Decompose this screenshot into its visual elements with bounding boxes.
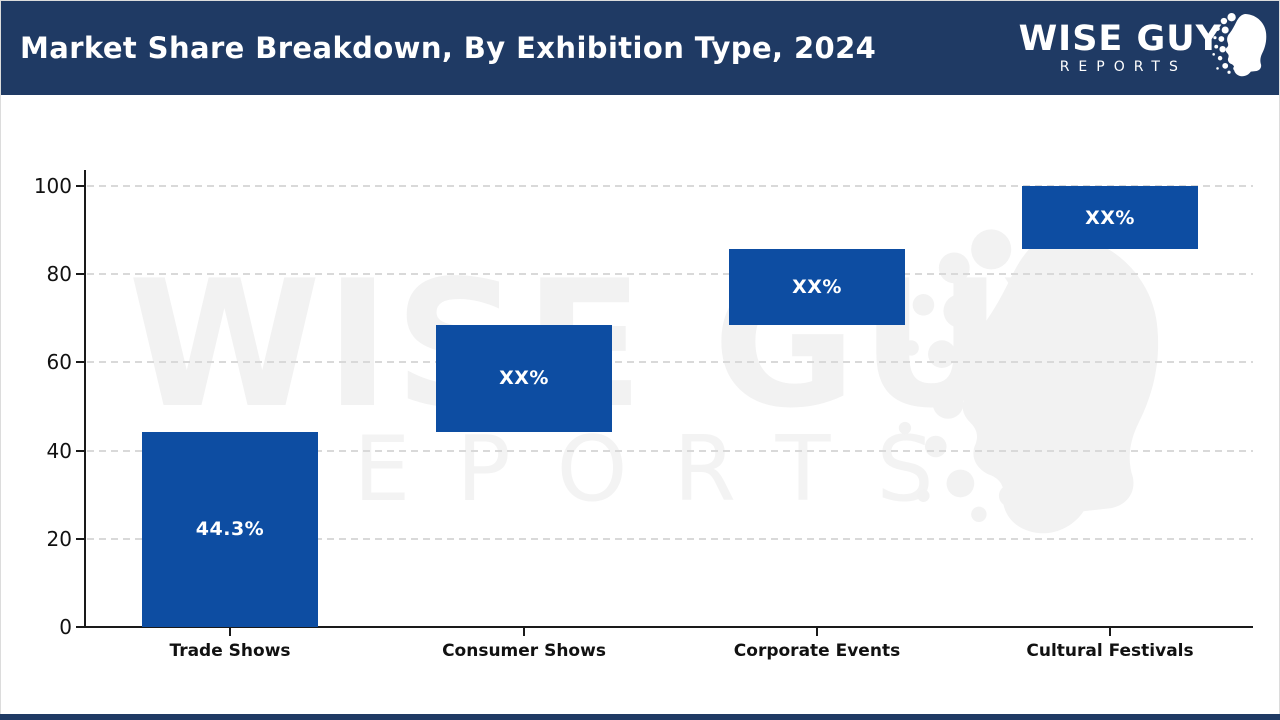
bar-value-label: XX% <box>1085 206 1135 229</box>
logo-wordmark: WISE GUY <box>1018 18 1222 59</box>
x-tick <box>1109 628 1111 636</box>
bar-trade-shows: 44.3% <box>142 431 318 627</box>
x-tick <box>523 628 525 636</box>
x-tick-label: Trade Shows <box>169 641 291 661</box>
y-axis-line <box>84 170 86 628</box>
y-tick <box>76 626 85 628</box>
bar-value-label: 44.3% <box>195 518 265 541</box>
y-tick <box>76 361 85 364</box>
y-tick-label: 100 <box>33 174 72 198</box>
x-tick-label: Cultural Festivals <box>1026 641 1194 661</box>
x-tick <box>816 628 818 636</box>
bar-cultural-festivals: XX% <box>1022 186 1198 250</box>
logo-face-icon <box>1212 12 1267 76</box>
bar-consumer-shows: XX% <box>436 324 612 432</box>
chart-title: Market Share Breakdown, By Exhibition Ty… <box>20 30 877 65</box>
y-tick-label: 60 <box>46 350 72 375</box>
watermark-subtitle: REPORTS <box>245 417 980 522</box>
x-tick <box>229 628 231 636</box>
y-tick-label: 40 <box>46 438 72 463</box>
bar-value-label: XX% <box>792 275 842 298</box>
y-tick-label: 80 <box>46 262 72 287</box>
gridline <box>87 537 1253 540</box>
header-banner: Market Share Breakdown, By Exhibition Ty… <box>0 0 1280 95</box>
x-tick-label: Consumer Shows <box>442 641 606 661</box>
y-tick <box>76 449 85 452</box>
y-tick <box>76 273 85 276</box>
x-axis-line <box>84 626 1253 628</box>
footer-accent-bar <box>0 714 1280 720</box>
gridline <box>87 185 1253 187</box>
y-tick-label: 20 <box>46 526 72 551</box>
bar-corporate-events: XX% <box>729 249 905 325</box>
logo-subtitle: REPORTS <box>1059 58 1187 75</box>
x-tick-label: Corporate Events <box>733 641 901 661</box>
bar-value-label: XX% <box>499 367 549 390</box>
logo-text: WISE GUY REPORTS <box>1018 18 1222 75</box>
y-tick-label: 0 <box>59 615 72 639</box>
gridline <box>87 273 1253 276</box>
y-tick <box>76 185 85 187</box>
wiseguy-logo: WISE GUY REPORTS <box>1019 0 1270 95</box>
gridline <box>87 449 1253 452</box>
gridline <box>87 361 1253 364</box>
y-tick <box>76 537 85 540</box>
